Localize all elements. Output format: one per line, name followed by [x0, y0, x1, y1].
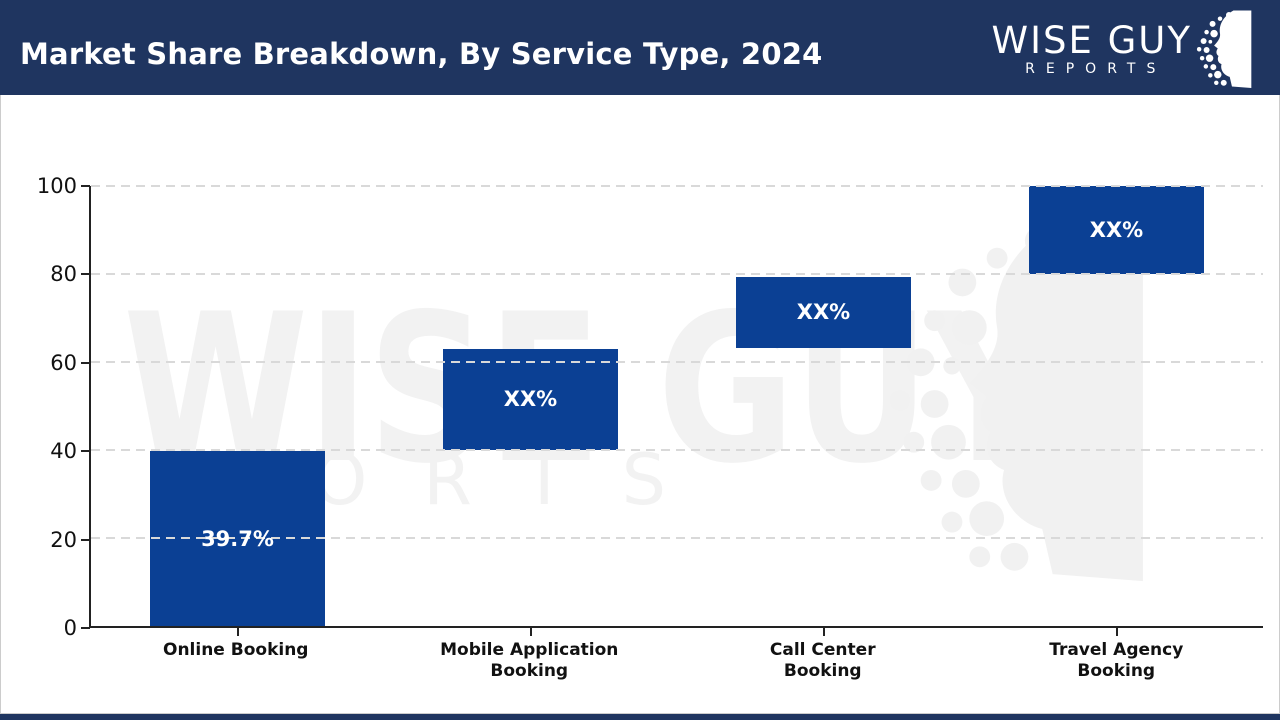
gridline-40 [91, 449, 1263, 451]
chart-area: WISE GUY PORTS 39.7% XX% XX% XX% Online Boo… [0, 95, 1280, 714]
x-category-label-line: Mobile Application [440, 640, 619, 660]
bar-label-box: XX% [1029, 186, 1205, 274]
footer-bar [0, 714, 1280, 720]
y-tick-label-20: 20 [50, 527, 77, 552]
bar-value-label: XX% [503, 387, 558, 412]
bar-label-box: XX% [443, 349, 619, 450]
gridline-100 [91, 185, 1263, 187]
y-tick-mark [81, 185, 90, 187]
x-category-label-call-center-booking: Call Center Booking [676, 640, 970, 683]
logo: WISE GUY REPORTS [992, 5, 1280, 91]
logo-sub: REPORTS [1025, 61, 1167, 78]
logo-name: WISE GUY [991, 18, 1192, 62]
y-tick-mark [81, 450, 90, 453]
gridline-20 [91, 537, 1263, 539]
y-tick-mark [81, 538, 90, 541]
x-category-label-line: Online Booking [163, 640, 309, 660]
gridline-60 [91, 361, 1263, 363]
x-category-label-line: Call Center [769, 640, 876, 660]
x-tick-mark [822, 628, 825, 636]
y-tick-label-0: 0 [63, 616, 77, 640]
y-tick-label-40: 40 [50, 439, 77, 464]
x-category-label-line: Travel Agency [1049, 640, 1184, 660]
x-axis-labels: Online Booking Mobile Application Booking C… [89, 640, 1263, 700]
x-category-label-line: Booking [1077, 661, 1156, 682]
x-tick-mark [529, 628, 532, 636]
x-tick-mark [1115, 628, 1118, 636]
x-category-label-online-booking: Online Booking [89, 640, 383, 661]
bar-value-label: XX% [1089, 218, 1144, 242]
y-tick-mark [81, 361, 90, 364]
plot: 39.7% XX% XX% XX% [89, 185, 1263, 636]
x-category-label-line: Booking [490, 661, 569, 682]
x-category-label-travel-agency-booking: Travel Agency Booking [970, 640, 1264, 683]
y-tick-label-60: 60 [50, 350, 77, 375]
bar-call-center-booking [735, 276, 912, 348]
x-tick-mark [236, 628, 239, 636]
bar-label-box: 39.7% [150, 451, 326, 626]
y-tick-mark [81, 627, 90, 629]
bar-travel-agency-booking [1028, 186, 1205, 274]
bar-mobile-application-booking [442, 348, 619, 450]
bar-label-box: XX% [736, 277, 912, 348]
bar-value-label: 39.7% [201, 526, 274, 551]
x-category-label-mobile-application-booking: Mobile Application Booking [383, 640, 677, 683]
wiseguy-face-icon [1196, 9, 1252, 88]
y-tick-label-80: 80 [50, 262, 77, 287]
y-tick-mark [81, 273, 90, 276]
gridline-80 [91, 273, 1263, 275]
page-title: Market Share Breakdown, By Service Type,… [20, 36, 823, 71]
x-category-label-line: Booking [783, 661, 862, 682]
header: Market Share Breakdown, By Service Type,… [0, 0, 1280, 95]
bar-value-label: XX% [796, 300, 851, 325]
y-tick-label-100: 100 [36, 174, 77, 198]
logo-text: WISE GUY REPORTS [991, 18, 1192, 78]
